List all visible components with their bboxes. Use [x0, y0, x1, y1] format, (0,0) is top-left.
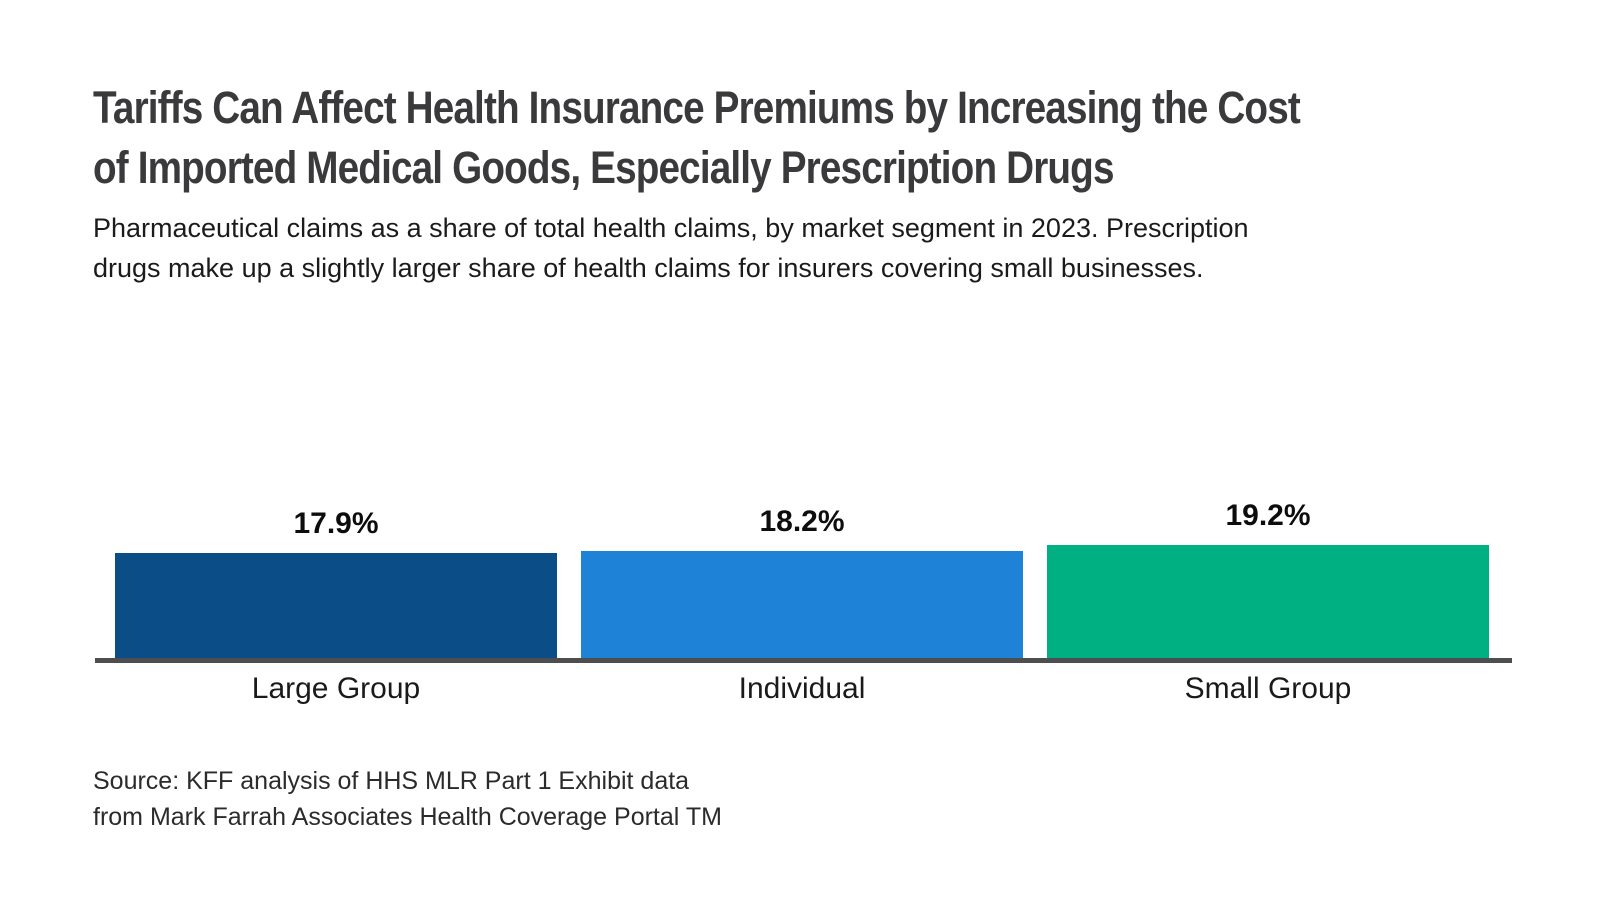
bar-value-label-individual: 18.2% [759, 505, 845, 538]
category-label-large-group: Large Group [251, 672, 421, 705]
source-line-2: from Mark Farrah Associates Health Cover… [93, 803, 722, 831]
title-line-1: Tariffs Can Affect Health Insurance Prem… [93, 82, 1301, 133]
source-note: Source: KFF analysis of HHS MLR Part 1 E… [93, 763, 722, 835]
bar-large-group [115, 553, 557, 660]
category-label-individual: Individual [738, 672, 866, 705]
x-axis-line [95, 658, 1512, 663]
bar-value-label-small-group: 19.2% [1225, 499, 1311, 532]
subtitle-line-1: Pharmaceutical claims as a share of tota… [93, 213, 1249, 243]
bar-value-label-large-group: 17.9% [293, 507, 379, 540]
bar-individual [581, 551, 1023, 660]
title-line-2: of Imported Medical Goods, Especially Pr… [93, 142, 1114, 193]
chart-subtitle: Pharmaceutical claims as a share of tota… [93, 208, 1249, 288]
bar-small-group [1047, 545, 1489, 660]
page-title: Tariffs Can Affect Health Insurance Prem… [93, 78, 1496, 198]
source-line-1: Source: KFF analysis of HHS MLR Part 1 E… [93, 767, 690, 795]
subtitle-line-2: drugs make up a slightly larger share of… [93, 253, 1204, 283]
category-label-small-group: Small Group [1184, 672, 1352, 705]
